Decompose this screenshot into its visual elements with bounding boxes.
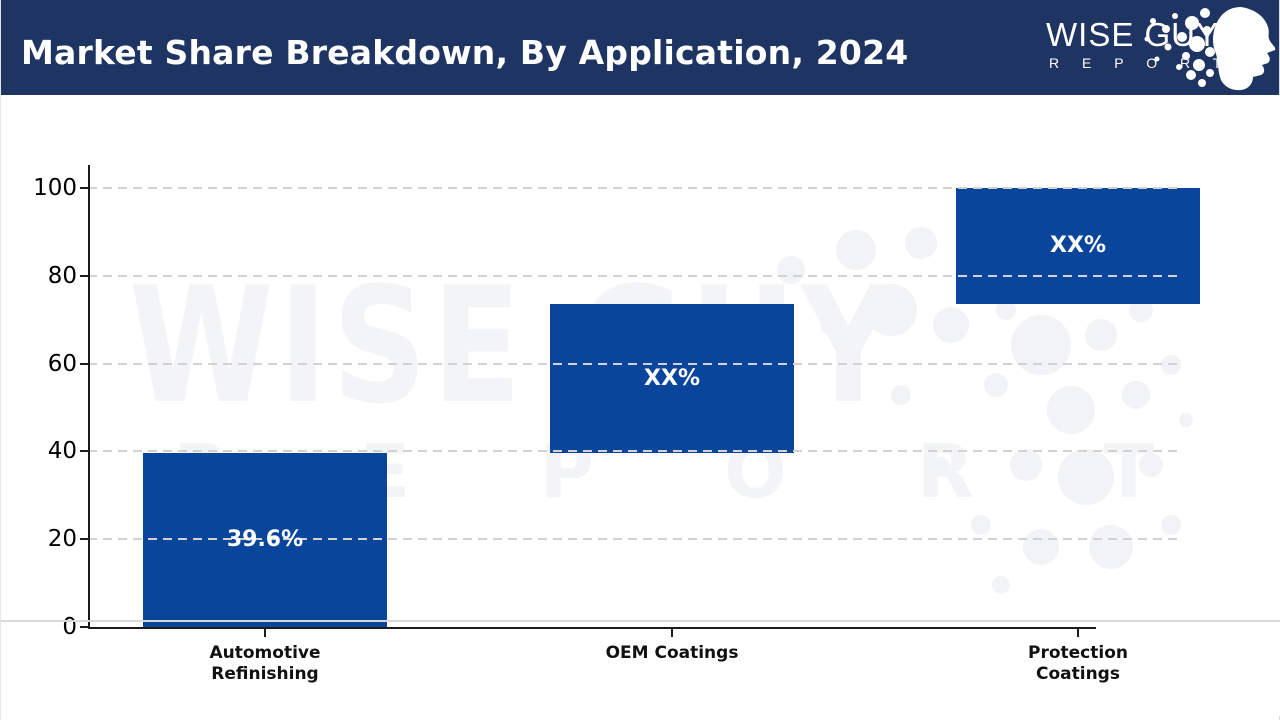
y-tick-mark — [80, 187, 88, 189]
bar-value-label: 39.6% — [226, 527, 304, 553]
y-tick-mark — [80, 538, 88, 541]
y-tick-label: 80 — [47, 262, 77, 289]
gridline — [88, 450, 1179, 453]
x-tick-mark — [264, 629, 266, 637]
category-label: Protection Coatings — [958, 643, 1198, 685]
y-tick-label: 0 — [62, 614, 77, 640]
category-label: Automotive Refinishing — [145, 643, 385, 685]
bar-segment — [956, 188, 1200, 304]
y-tick-mark — [80, 626, 88, 628]
category-label-line: Protection — [1028, 643, 1128, 663]
bottom-divider — [1, 620, 1280, 622]
category-label-line: Refinishing — [211, 664, 319, 684]
x-axis-line — [88, 627, 1096, 629]
bar-value-label: XX% — [1050, 232, 1106, 258]
y-tick-label: 20 — [47, 526, 77, 553]
bar-value-label: XX% — [644, 365, 700, 391]
x-tick-mark — [671, 629, 673, 637]
gridline — [88, 187, 1179, 189]
y-tick-mark — [80, 450, 88, 453]
page-title: Market Share Breakdown, By Application, … — [21, 33, 909, 72]
category-label: OEM Coatings — [552, 643, 792, 664]
category-label-line: OEM Coatings — [605, 643, 739, 663]
bar-segment — [550, 303, 794, 454]
brand-face-icon — [1144, 7, 1276, 91]
y-tick-label: 100 — [33, 175, 77, 201]
chart-area: WISE GUY R E P O R T S 0 20 40 60 80 1 — [1, 95, 1280, 716]
x-tick-mark — [1077, 629, 1079, 637]
gridline — [88, 274, 1179, 277]
gridline — [88, 362, 1179, 365]
category-label-line: Automotive — [209, 643, 321, 663]
y-tick-label: 60 — [47, 350, 77, 377]
category-label-line: Coatings — [1036, 664, 1120, 684]
header-bar: Market Share Breakdown, By Application, … — [1, 0, 1279, 95]
y-tick-label: 40 — [47, 438, 77, 465]
gridline — [88, 538, 1179, 541]
y-tick-mark — [80, 362, 88, 365]
watermark-face-dots — [777, 227, 1193, 594]
y-tick-mark — [80, 274, 88, 277]
y-axis-line — [88, 165, 90, 629]
